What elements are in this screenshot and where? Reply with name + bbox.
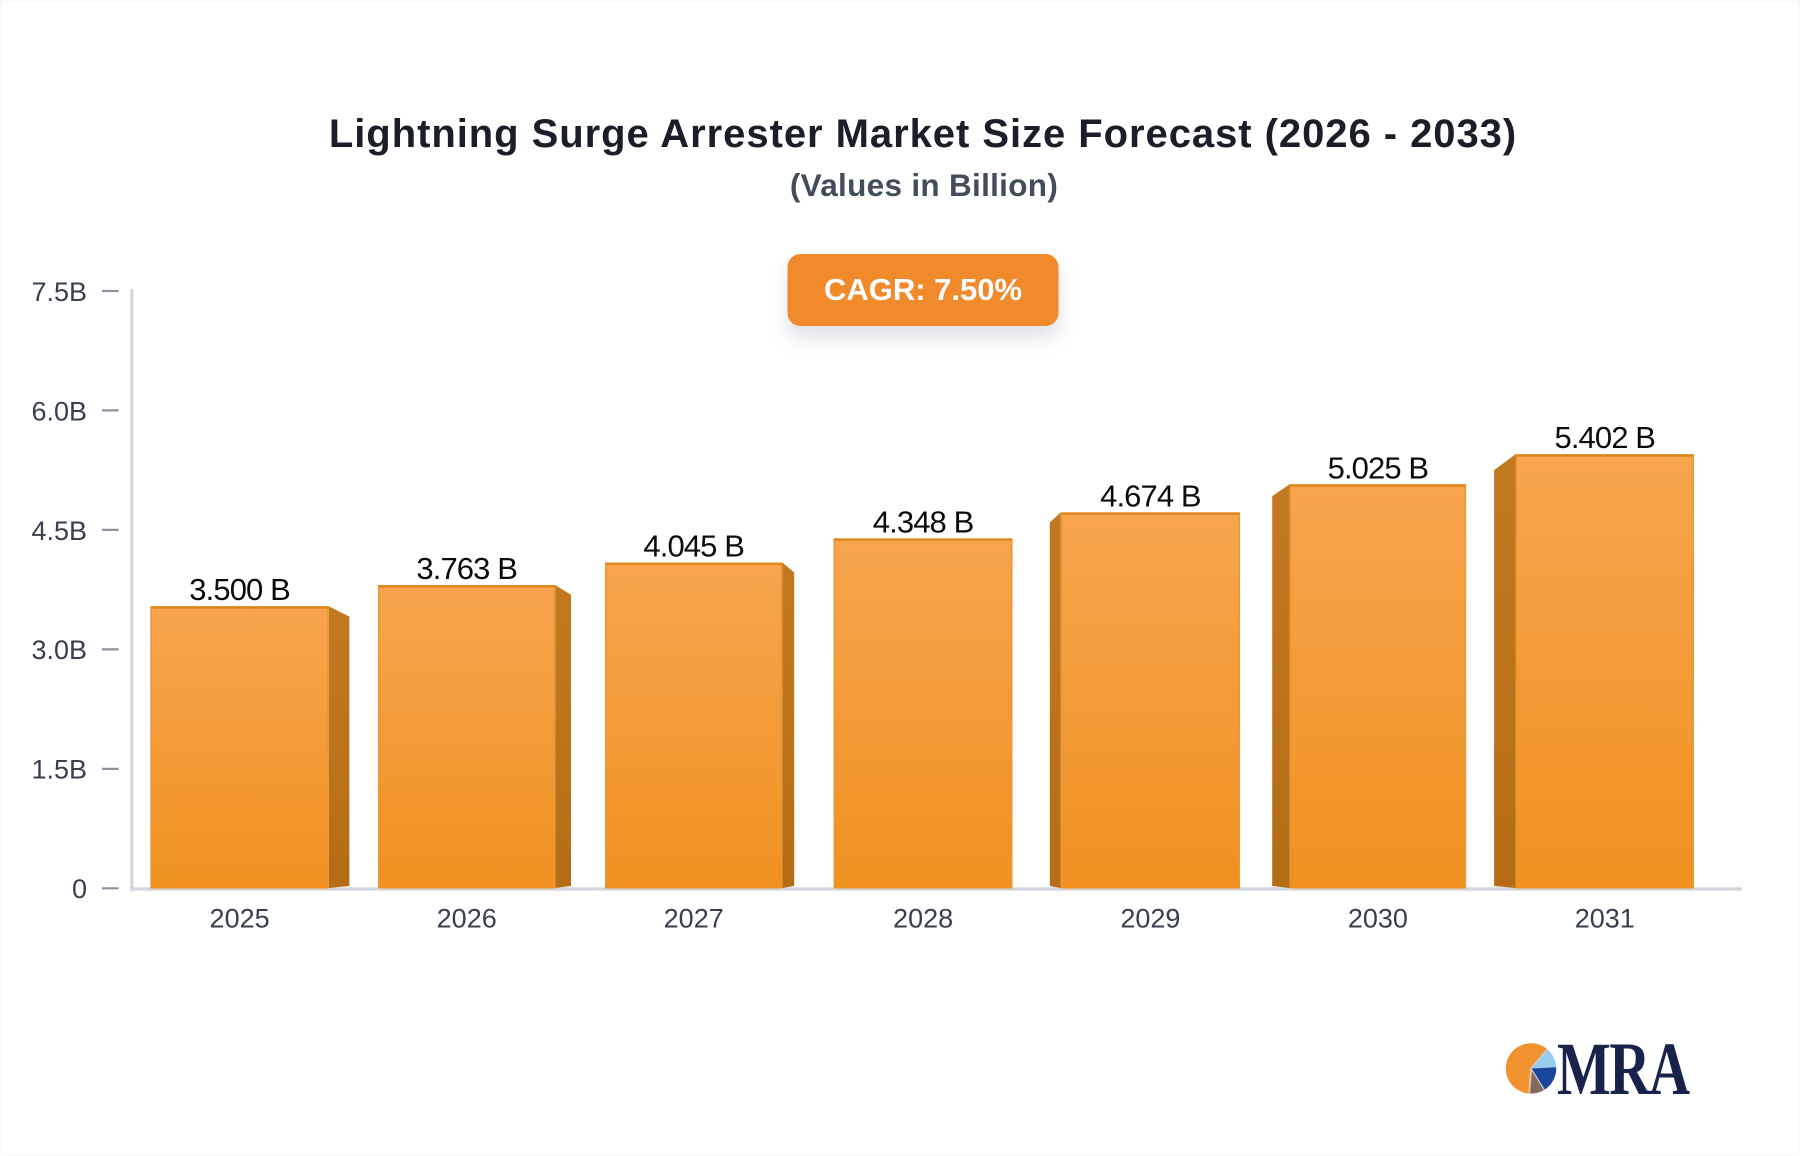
svg-text:6.0B: 6.0B [31, 396, 87, 426]
svg-text:4.5B: 4.5B [31, 516, 87, 546]
svg-text:3.763 B: 3.763 B [416, 551, 517, 586]
svg-text:5.402 B: 5.402 B [1555, 420, 1656, 455]
svg-text:2027: 2027 [664, 904, 724, 934]
svg-text:4.674 B: 4.674 B [1100, 478, 1201, 513]
svg-text:0: 0 [72, 874, 87, 904]
svg-text:2030: 2030 [1348, 904, 1408, 934]
svg-text:2031: 2031 [1575, 904, 1635, 934]
svg-text:2026: 2026 [437, 904, 497, 934]
svg-text:5.025 B: 5.025 B [1328, 450, 1429, 485]
svg-text:4.348 B: 4.348 B [873, 504, 974, 539]
svg-text:2025: 2025 [210, 904, 270, 934]
svg-text:MRA: MRA [1557, 1029, 1690, 1111]
svg-text:2028: 2028 [893, 904, 953, 934]
svg-text:1.5B: 1.5B [31, 755, 87, 785]
svg-text:7.5B: 7.5B [31, 277, 87, 307]
svg-text:3.500 B: 3.500 B [189, 572, 290, 607]
svg-text:4.045 B: 4.045 B [643, 529, 744, 564]
svg-text:3.0B: 3.0B [31, 635, 87, 665]
svg-text:2029: 2029 [1120, 904, 1180, 934]
